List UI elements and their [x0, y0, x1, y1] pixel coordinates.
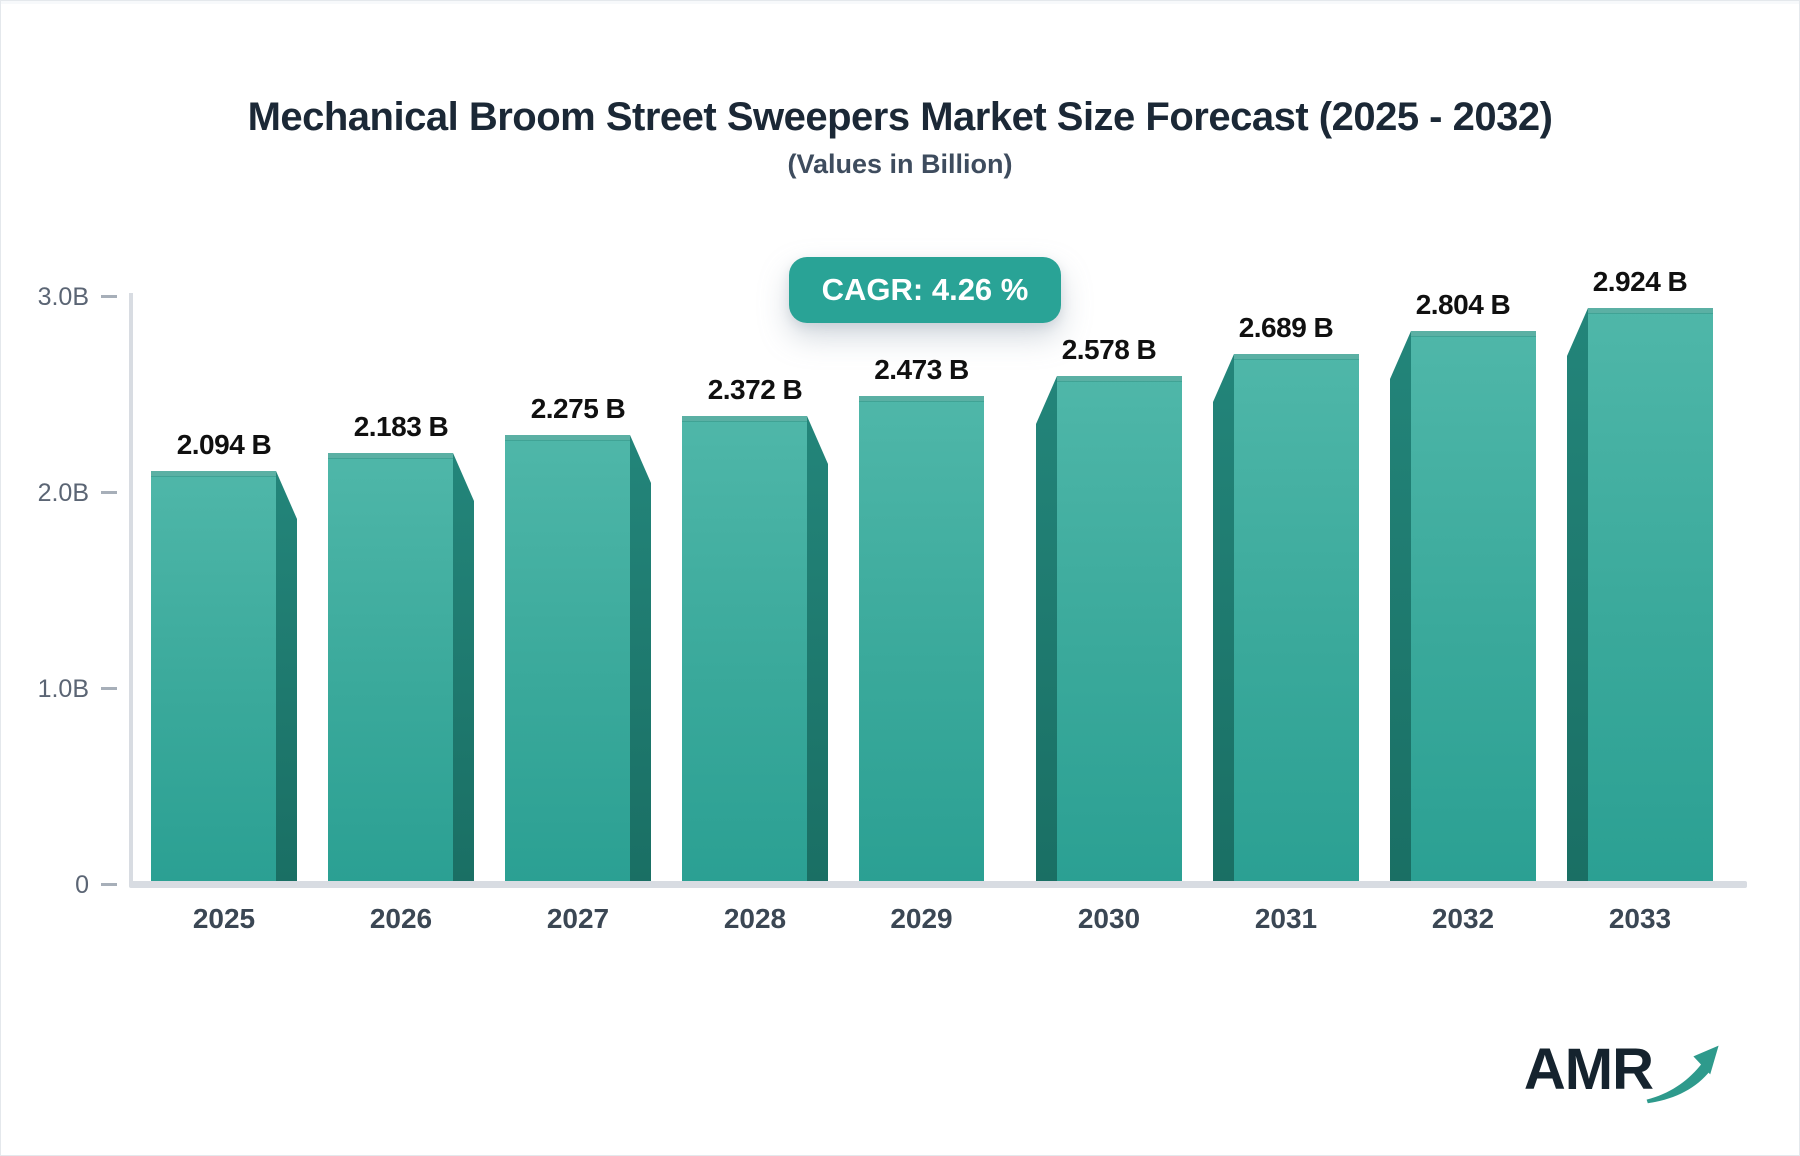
y-axis-line	[129, 293, 133, 884]
bar-side-2025	[276, 471, 297, 881]
x-axis-label-2030: 2030	[1077, 903, 1141, 934]
bar-value-label: 2.924 B	[1592, 266, 1688, 297]
bar-value-label: 2.804 B	[1415, 289, 1511, 320]
x-axis-label-2031: 2031	[1254, 903, 1318, 934]
bar-side-2031	[1213, 354, 1234, 881]
bar-value-label: 2.094 B	[176, 429, 272, 460]
bar-value-label: 2.372 B	[707, 374, 803, 405]
x-axis-label-2025: 2025	[192, 903, 256, 934]
chart-title: Mechanical Broom Street Sweepers Market …	[247, 95, 1553, 139]
bar-value-label: 2.473 B	[874, 354, 969, 385]
y-axis-tick-label: 2.0B	[37, 479, 89, 507]
bar-value-label: 2.275 B	[530, 393, 626, 424]
x-axis-label-2026: 2026	[369, 903, 433, 934]
bar-2026	[328, 453, 453, 881]
bar-side-2032	[1390, 331, 1411, 881]
x-axis-label-2029: 2029	[890, 903, 953, 934]
amr-logo: AMR	[1524, 1041, 1721, 1107]
chart-subtitle: (Values in Billion)	[787, 149, 1013, 179]
y-axis-tick	[101, 491, 117, 494]
cagr-badge: CAGR: 4.26 %	[789, 257, 1061, 323]
bar-2033	[1588, 308, 1713, 881]
bar-side-2028	[807, 416, 828, 881]
x-axis-label-2033: 2033	[1608, 903, 1672, 934]
bar-2030	[1057, 376, 1182, 881]
bar-value-label: 2.578 B	[1061, 334, 1157, 365]
y-axis-tick-label: 1.0B	[37, 675, 89, 703]
y-axis-tick	[101, 295, 117, 298]
bar-2027	[505, 435, 630, 881]
amr-logo-text: AMR	[1523, 1037, 1654, 1102]
x-axis-label-2028: 2028	[723, 903, 787, 934]
bar-value-label: 2.689 B	[1238, 312, 1334, 343]
bar-side-2030	[1036, 376, 1057, 881]
y-axis-tick	[101, 687, 117, 690]
bar-2029	[859, 396, 984, 881]
y-axis-tick-label: 0	[75, 871, 89, 899]
bar-2025	[151, 471, 276, 881]
y-axis-tick	[101, 883, 117, 886]
x-axis-baseline	[129, 881, 1747, 888]
bar-2028	[682, 416, 807, 881]
bar-side-2026	[453, 453, 474, 881]
y-axis-tick-label: 3.0B	[37, 283, 89, 311]
bar-side-2033	[1567, 308, 1588, 881]
x-axis-label-2032: 2032	[1431, 903, 1495, 934]
bar-2031	[1234, 354, 1359, 881]
growth-arrow-icon	[1646, 1045, 1719, 1104]
bar-value-label: 2.183 B	[353, 411, 449, 442]
x-axis-label-2027: 2027	[546, 903, 610, 934]
bar-2032	[1411, 331, 1536, 881]
bar-side-2027	[630, 435, 651, 881]
